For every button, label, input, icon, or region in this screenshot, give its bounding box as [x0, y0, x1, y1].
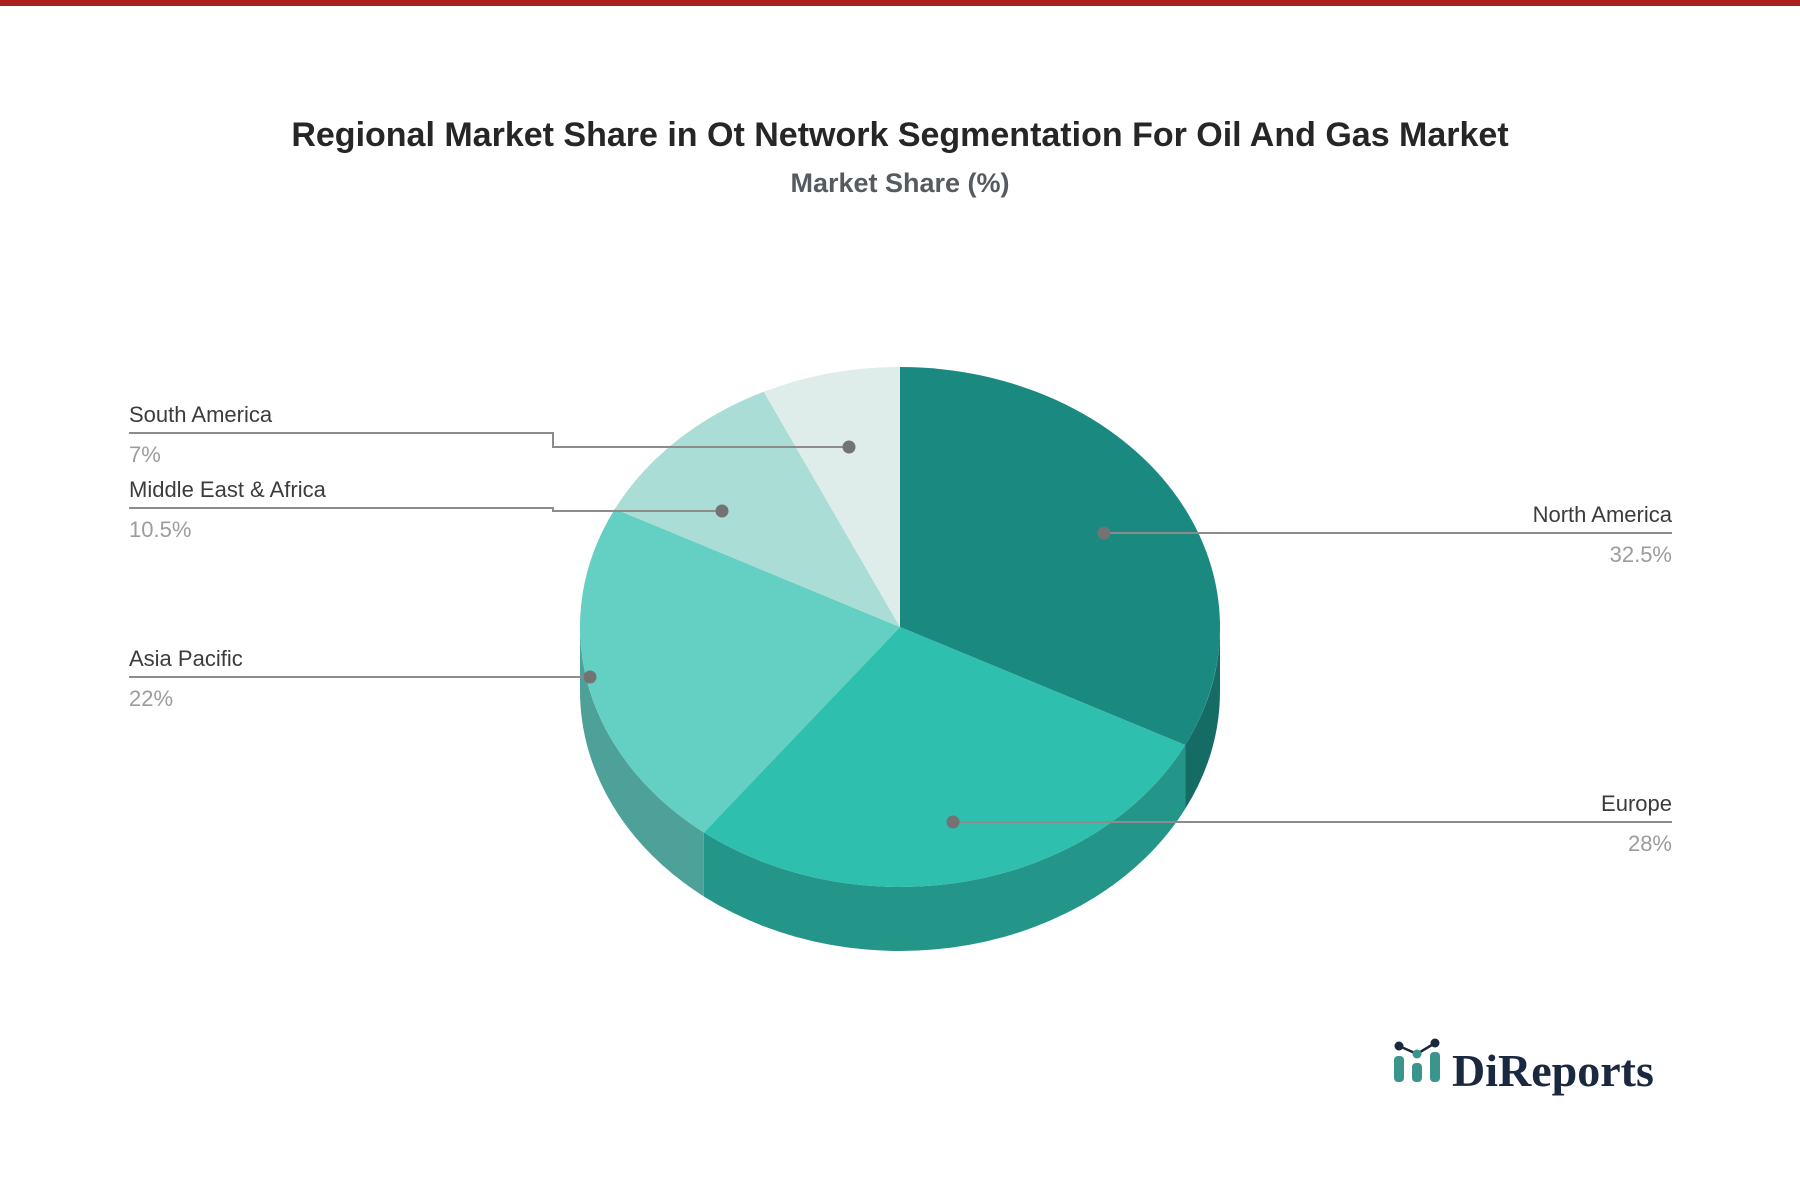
logo-dot-1	[1394, 1041, 1404, 1051]
slice-side-europe	[703, 745, 1186, 951]
leader-dot-europe	[946, 815, 960, 829]
slice-side-north-america	[1185, 627, 1220, 810]
leader-dot-south-america	[842, 440, 856, 454]
chart-title: Regional Market Share in Ot Network Segm…	[291, 116, 1509, 154]
logo-dot-3	[1430, 1038, 1440, 1048]
logo-bars	[1394, 1052, 1440, 1082]
leader-line-south-america	[129, 432, 849, 448]
value-middle-east-africa: 10.5%	[129, 517, 192, 542]
slice-side-asia-pacific	[580, 627, 704, 897]
direports-logo-text: DiReports	[1452, 1045, 1654, 1096]
value-asia-pacific: 22%	[129, 686, 174, 711]
label-north-america: North America	[1532, 502, 1672, 527]
leader-dot-north-america	[1097, 526, 1111, 540]
label-europe: Europe	[1601, 791, 1672, 816]
pie-slice-north-america[interactable]	[900, 367, 1220, 746]
logo-dot-2	[1412, 1049, 1422, 1059]
value-south-america: 7%	[129, 442, 161, 467]
direports-logo-icon	[1394, 1038, 1440, 1082]
label-south-america: South America	[129, 402, 273, 427]
label-middle-east-africa: Middle East & Africa	[129, 477, 326, 502]
chart-subtitle: Market Share (%)	[790, 168, 1010, 198]
value-north-america: 32.5%	[1609, 542, 1672, 567]
leader-dot-middle-east-africa	[715, 504, 729, 518]
value-europe: 28%	[1627, 831, 1672, 856]
top-accent-strip	[0, 0, 1800, 6]
leader-line-middle-east-africa	[129, 507, 722, 512]
leader-dot-asia-pacific	[583, 670, 597, 684]
label-asia-pacific: Asia Pacific	[129, 646, 243, 671]
pie-slice-asia-pacific[interactable]	[580, 508, 900, 833]
pie-slice-south-america[interactable]	[763, 367, 900, 627]
pie-slice-middle-east-africa[interactable]	[614, 391, 900, 627]
